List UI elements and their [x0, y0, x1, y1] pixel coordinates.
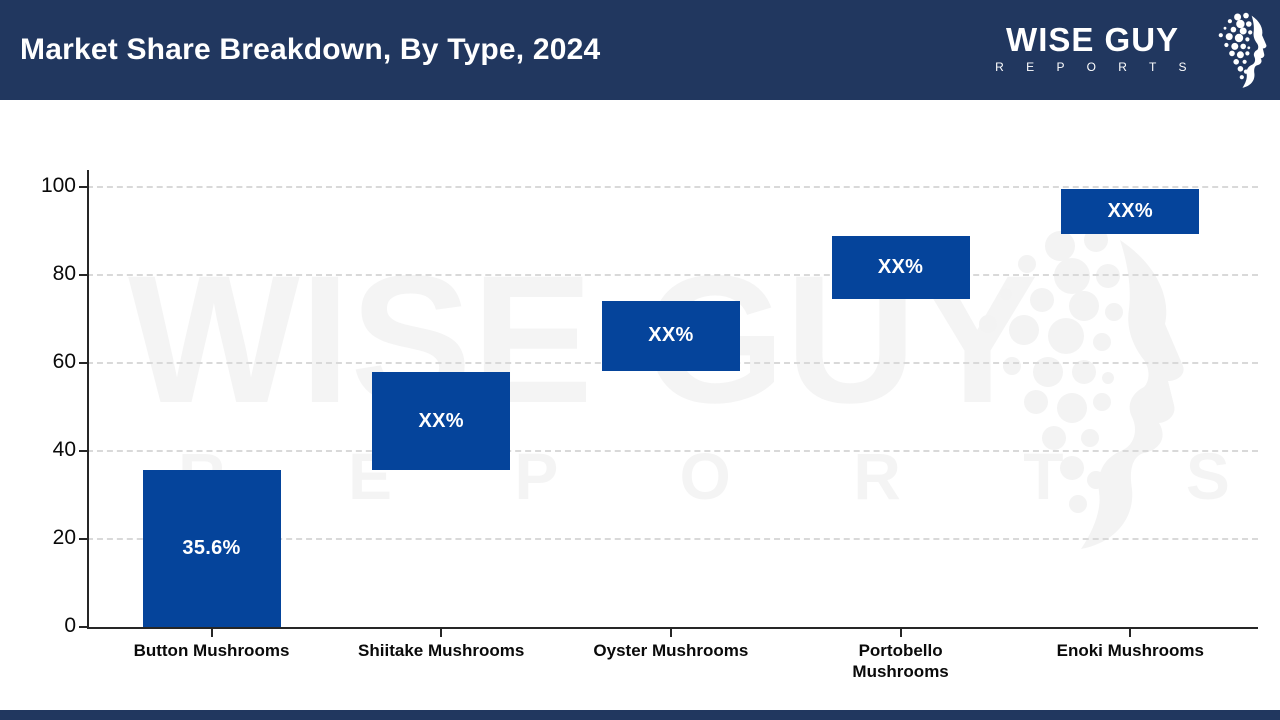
- y-axis-tick-label: 40: [52, 438, 76, 461]
- logo-face-icon: [1218, 12, 1267, 88]
- bar-oyster-mushrooms: XX%: [601, 300, 740, 372]
- x-category-label: Portobello Mushrooms: [852, 641, 949, 681]
- x-category-label: Shiitake Mushrooms: [358, 641, 525, 660]
- logo-wordmark: WISE GUY: [1006, 21, 1180, 58]
- gridline-100: [87, 186, 1258, 188]
- gridline-80: [87, 274, 1258, 276]
- gridline-20: [87, 538, 1258, 540]
- bar-value-label: XX%: [418, 409, 464, 432]
- wise-guy-logo: WISE GUY R E P O R T S: [995, 6, 1268, 96]
- y-axis-tick-mark: [79, 450, 87, 452]
- bar-portobello-mushrooms: XX%: [831, 235, 970, 300]
- y-axis-tick-label: 20: [52, 526, 76, 549]
- bar-button-mushrooms: 35.6%: [142, 470, 281, 627]
- x-category-label: Button Mushrooms: [133, 641, 290, 660]
- bar-shiitake-mushrooms: XX%: [372, 372, 511, 470]
- x-axis-tick-mark: [440, 629, 443, 637]
- bar-enoki-mushrooms: XX%: [1061, 188, 1200, 235]
- y-axis-tick-label: 60: [52, 350, 76, 373]
- y-axis-tick-mark: [79, 538, 87, 540]
- y-axis-tick-mark: [79, 274, 87, 276]
- y-axis-tick-mark: [79, 362, 87, 364]
- y-axis-line: [87, 170, 89, 629]
- page-title: Market Share Breakdown, By Type, 2024: [20, 33, 601, 66]
- logo-subtitle: R E P O R T S: [995, 60, 1196, 74]
- bar-value-label: 35.6%: [182, 537, 241, 560]
- logo-text: WISE GUY R E P O R T S: [989, 21, 1196, 75]
- bar-value-label: XX%: [877, 256, 924, 278]
- x-category-label: Oyster Mushrooms: [593, 641, 749, 660]
- y-axis-tick-label: 80: [52, 262, 76, 285]
- x-axis-line: [87, 627, 1258, 629]
- y-axis-tick-label: 0: [64, 614, 76, 637]
- y-axis-tick-mark: [79, 186, 87, 188]
- footer-bar: [0, 710, 1280, 720]
- header-bar: Market Share Breakdown, By Type, 2024 WI…: [0, 0, 1280, 100]
- bar-value-label: XX%: [648, 324, 694, 347]
- x-axis-tick-mark: [1129, 629, 1132, 637]
- x-category-label: Enoki Mushrooms: [1056, 641, 1204, 660]
- x-axis-tick-mark: [669, 629, 672, 637]
- bar-value-label: XX%: [1107, 199, 1153, 222]
- gridline-40: [87, 450, 1258, 452]
- y-axis-tick-label: 100: [40, 174, 76, 197]
- x-axis-tick-mark: [899, 629, 902, 637]
- watermark-face-icon: [979, 228, 1184, 549]
- x-axis-tick-mark: [210, 629, 213, 637]
- y-axis-tick-mark: [79, 626, 87, 628]
